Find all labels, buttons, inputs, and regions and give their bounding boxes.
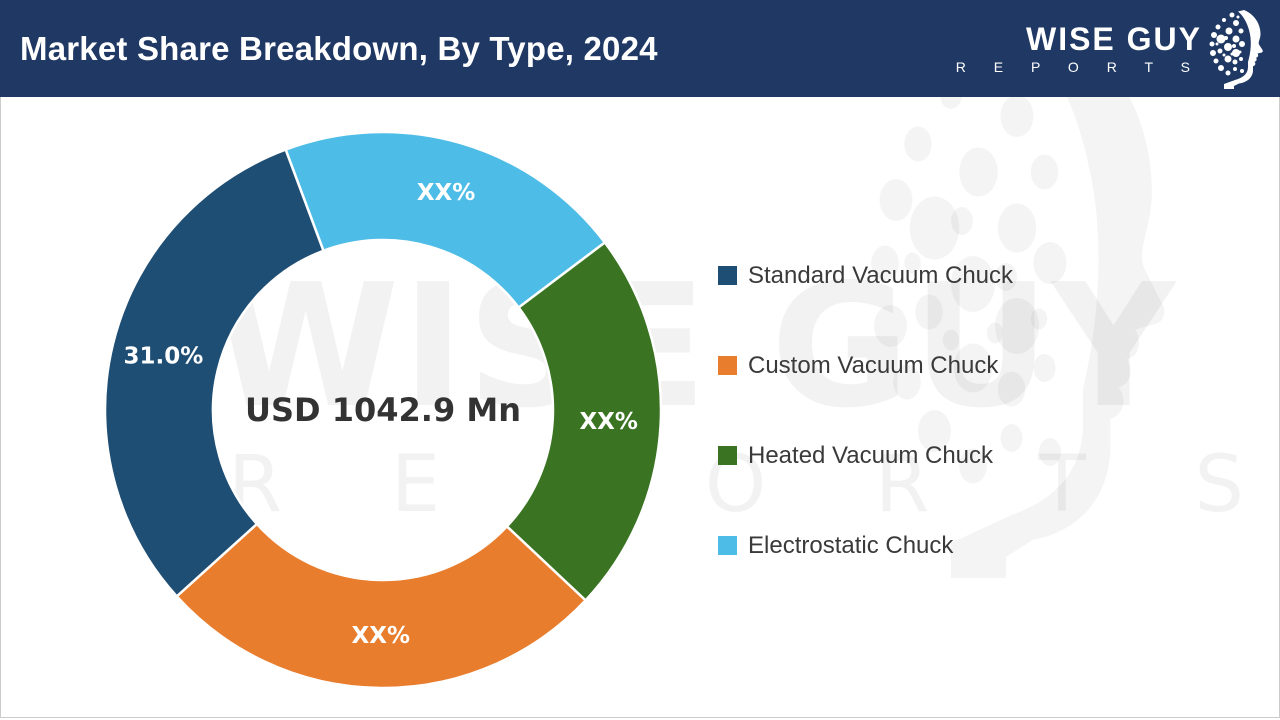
slice-custom-vacuum-chuck [174,522,588,690]
legend-item-electrostatic-chuck: Electrostatic Chuck [718,531,1013,560]
header-bar: Market Share Breakdown, By Type, 2024 WI… [0,0,1280,97]
legend-swatch [718,356,737,375]
slice-percentage-label: XX% [579,409,638,435]
page-title: Market Share Breakdown, By Type, 2024 [20,29,658,67]
legend-item-heated-vacuum-chuck: Heated Vacuum Chuck [718,441,1013,470]
legend-item-standard-vacuum-chuck: Standard Vacuum Chuck [718,261,1013,290]
brand-logo-subtitle: R E P O R T S [955,58,1202,75]
slice-electrostatic-chuck [284,130,607,310]
legend-label: Custom Vacuum Chuck [748,352,999,379]
dotted-face-icon [1209,9,1263,89]
brand-logo: WISE GUY R E P O R T S [953,8,1266,90]
brand-logo-name: WISE GUY [1025,20,1202,57]
legend-swatch [718,536,737,555]
slice-heated-vacuum-chuck [505,240,663,603]
slice-percentage-label: 31.0% [124,344,204,370]
brand-logo-text: WISE GUY R E P O R T S [953,23,1202,75]
legend-swatch [718,266,737,285]
legend-item-custom-vacuum-chuck: Custom Vacuum Chuck [718,351,1013,380]
slice-standard-vacuum-chuck [103,148,326,599]
slice-percentage-label: XX% [417,180,476,206]
slice-percentage-label: XX% [352,623,411,649]
legend-label: Electrostatic Chuck [748,532,954,559]
legend-label: Heated Vacuum Chuck [748,442,994,469]
center-value-label: USD 1042.9 Mn [245,391,521,429]
donut-chart: USD 1042.9 Mn 31.0% XX% XX% XX% [103,130,663,690]
legend-swatch [718,446,737,465]
legend: Standard Vacuum Chuck Custom Vacuum Chuc… [718,261,1013,621]
legend-label: Standard Vacuum Chuck [748,262,1014,289]
